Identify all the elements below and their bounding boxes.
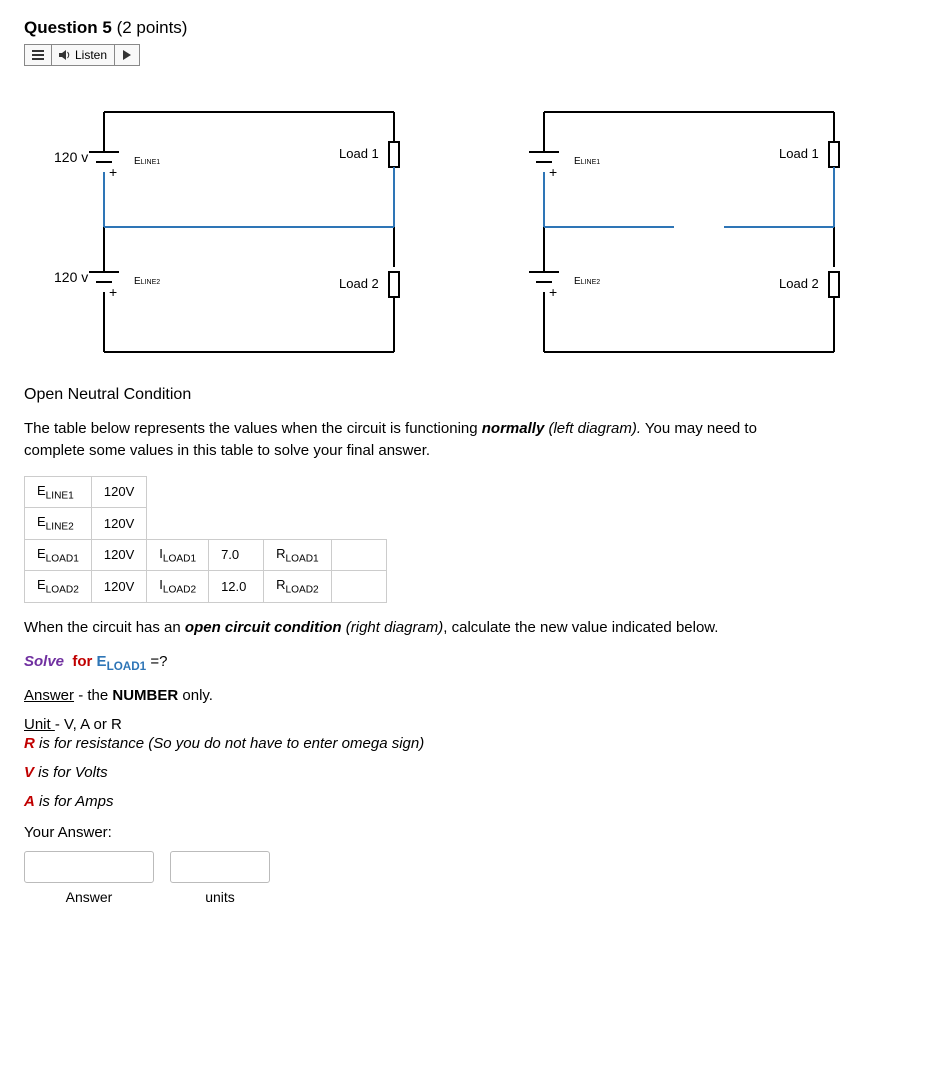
svg-text:Load 2: Load 2 — [779, 276, 819, 291]
svg-text:+: + — [549, 164, 557, 180]
circuit-right: + + ELINE1 ELINE2 Load 1 Load 2 — [484, 82, 884, 372]
listen-label: Listen — [75, 48, 107, 62]
table-row: ELOAD2 120V ILOAD2 12.0 RLOAD2 — [25, 571, 387, 603]
note-a: A is for Amps — [24, 793, 911, 810]
answer-inputs: Answer units — [24, 851, 911, 905]
values-table: ELINE1 120V ELINE2 120V ELOAD1 120V ILOA… — [24, 476, 387, 603]
listen-button[interactable]: Listen — [52, 44, 115, 66]
svg-text:Load 1: Load 1 — [779, 146, 819, 161]
question-number: Question 5 — [24, 18, 112, 37]
svg-text:ELINE2: ELINE2 — [134, 276, 160, 287]
svg-text:ELINE2: ELINE2 — [574, 276, 600, 287]
circuit-diagrams: 120 v 120 v + + ELINE1 ELINE2 Load 1 Loa… — [24, 82, 911, 372]
play-icon — [122, 50, 132, 60]
note-r: R is for resistance (So you do not have … — [24, 735, 911, 752]
section-title: Open Neutral Condition — [24, 386, 911, 404]
load2-label: Load 2 — [339, 276, 379, 291]
listen-menu-button[interactable] — [24, 44, 52, 66]
table-row: ELOAD1 120V ILOAD1 7.0 RLOAD1 — [25, 539, 387, 571]
svg-text:ELINE1: ELINE1 — [574, 156, 600, 167]
question-header: Question 5 (2 points) — [24, 18, 911, 38]
your-answer-label: Your Answer: — [24, 824, 911, 841]
speaker-icon — [59, 49, 71, 61]
svg-text:ELINE1: ELINE1 — [134, 156, 160, 167]
answer-input-label: Answer — [66, 889, 113, 905]
listen-toolbar: Listen — [24, 44, 911, 66]
menu-icon — [32, 50, 44, 60]
intro-paragraph: The table below represents the values wh… — [24, 418, 814, 462]
svg-text:+: + — [109, 164, 117, 180]
svg-text:+: + — [549, 284, 557, 300]
solve-line: Solve for ELOAD1 =? — [24, 653, 911, 673]
unit-instruction: Unit - V, A or R — [24, 716, 911, 733]
answer-input[interactable] — [24, 851, 154, 883]
table-row: ELINE2 120V — [25, 508, 387, 540]
open-circuit-paragraph: When the circuit has an open circuit con… — [24, 617, 814, 639]
answer-instruction: Answer - the NUMBER only. — [24, 687, 911, 704]
src2-label: 120 v — [54, 269, 88, 285]
svg-text:+: + — [109, 284, 117, 300]
circuit-left: 120 v 120 v + + ELINE1 ELINE2 Load 1 Loa… — [24, 82, 444, 372]
question-points: (2 points) — [117, 18, 188, 37]
units-input[interactable] — [170, 851, 270, 883]
table-row: ELINE1 120V — [25, 476, 387, 508]
load1-label: Load 1 — [339, 146, 379, 161]
note-v: V is for Volts — [24, 764, 911, 781]
units-input-label: units — [205, 889, 235, 905]
listen-play-button[interactable] — [115, 44, 140, 66]
src1-label: 120 v — [54, 149, 88, 165]
